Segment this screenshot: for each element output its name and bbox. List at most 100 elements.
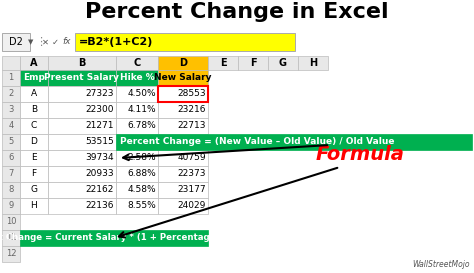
Text: ✓: ✓: [52, 37, 59, 46]
Bar: [116, 134, 472, 150]
Text: 12: 12: [6, 250, 16, 259]
Bar: [116, 150, 158, 166]
Text: =B2*(1+C2): =B2*(1+C2): [79, 37, 154, 47]
Bar: [116, 182, 158, 198]
Text: 4.11%: 4.11%: [128, 105, 156, 114]
Text: Present Salary: Present Salary: [45, 73, 119, 82]
Bar: [158, 70, 208, 86]
Text: Hike %: Hike %: [119, 73, 155, 82]
Text: 11: 11: [6, 233, 16, 242]
Text: 2.58%: 2.58%: [128, 153, 156, 162]
Bar: [20, 230, 208, 246]
Bar: [48, 56, 116, 70]
Text: H: H: [31, 201, 37, 210]
Bar: [20, 150, 48, 166]
Text: 53515: 53515: [85, 138, 114, 147]
Text: 22713: 22713: [177, 121, 206, 130]
Bar: [48, 166, 116, 182]
Bar: [2, 166, 20, 182]
Bar: [2, 70, 20, 86]
Bar: [158, 150, 208, 166]
Text: WallStreetMojo: WallStreetMojo: [412, 260, 470, 269]
Text: C: C: [31, 121, 37, 130]
Bar: [20, 86, 48, 102]
Text: Percent Change in Excel: Percent Change in Excel: [85, 2, 389, 22]
Text: 39734: 39734: [85, 153, 114, 162]
Text: Emp: Emp: [23, 73, 45, 82]
Bar: [2, 134, 20, 150]
Bar: [20, 134, 48, 150]
Bar: [20, 118, 48, 134]
Bar: [20, 182, 48, 198]
Text: fx: fx: [62, 37, 71, 46]
Text: Percent Change = (New Value – Old Value) / Old Value: Percent Change = (New Value – Old Value)…: [120, 138, 394, 147]
Bar: [2, 102, 20, 118]
Text: H: H: [309, 58, 317, 68]
Text: 22300: 22300: [85, 105, 114, 114]
Bar: [2, 118, 20, 134]
Text: D: D: [179, 58, 187, 68]
Bar: [158, 86, 208, 102]
Text: 27323: 27323: [85, 90, 114, 99]
Text: 22162: 22162: [86, 185, 114, 194]
Text: F: F: [31, 170, 36, 179]
Text: Formula: Formula: [316, 146, 404, 165]
Text: ▼: ▼: [28, 39, 33, 45]
Text: 6: 6: [9, 153, 14, 162]
Bar: [116, 86, 158, 102]
Bar: [2, 56, 20, 70]
Text: 20933: 20933: [85, 170, 114, 179]
Bar: [2, 182, 20, 198]
Bar: [2, 150, 20, 166]
Text: New Salary: New Salary: [154, 73, 212, 82]
Text: 40759: 40759: [177, 153, 206, 162]
Bar: [20, 198, 48, 214]
Bar: [116, 102, 158, 118]
Text: 23177: 23177: [177, 185, 206, 194]
Bar: [20, 166, 48, 182]
Text: G: G: [279, 58, 287, 68]
Bar: [75, 33, 295, 51]
Bar: [116, 166, 158, 182]
Bar: [2, 86, 20, 102]
Text: ⋮: ⋮: [35, 37, 46, 47]
Bar: [158, 182, 208, 198]
Text: 8.55%: 8.55%: [127, 201, 156, 210]
Text: E: E: [219, 58, 226, 68]
Text: 1: 1: [9, 73, 14, 82]
Bar: [158, 198, 208, 214]
Bar: [48, 118, 116, 134]
Text: 28553: 28553: [177, 90, 206, 99]
Text: A: A: [31, 90, 37, 99]
Text: 4.50%: 4.50%: [128, 90, 156, 99]
Text: E: E: [31, 153, 37, 162]
Bar: [48, 86, 116, 102]
Text: 5: 5: [9, 138, 14, 147]
Text: 24029: 24029: [178, 201, 206, 210]
Bar: [48, 182, 116, 198]
Bar: [208, 56, 238, 70]
Bar: [116, 198, 158, 214]
Text: 6.78%: 6.78%: [127, 121, 156, 130]
Text: F: F: [250, 58, 256, 68]
Text: ✕: ✕: [42, 37, 49, 46]
Text: 23216: 23216: [177, 105, 206, 114]
Bar: [158, 102, 208, 118]
Bar: [20, 56, 48, 70]
Bar: [48, 150, 116, 166]
Bar: [2, 33, 30, 51]
Text: G: G: [30, 185, 37, 194]
Text: 4.58%: 4.58%: [128, 185, 156, 194]
Text: 8: 8: [9, 185, 14, 194]
Bar: [116, 70, 158, 86]
Bar: [48, 70, 116, 86]
Text: 21271: 21271: [85, 121, 114, 130]
Text: 4: 4: [9, 121, 14, 130]
Bar: [116, 56, 158, 70]
Bar: [2, 230, 20, 246]
Bar: [2, 198, 20, 214]
Text: 10: 10: [6, 218, 16, 227]
Bar: [158, 166, 208, 182]
Text: 7: 7: [9, 170, 14, 179]
Text: Percent Change = Current Salary * (1 + Percentage Increase): Percent Change = Current Salary * (1 + P…: [0, 233, 264, 242]
